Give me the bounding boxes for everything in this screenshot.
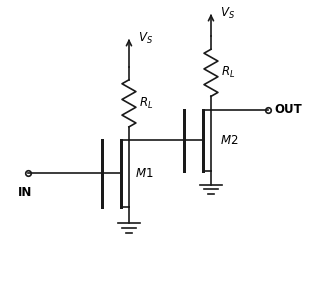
Text: $V_S$: $V_S$ <box>138 31 153 46</box>
Text: $R_L$: $R_L$ <box>139 96 154 111</box>
Text: $M1$: $M1$ <box>135 167 154 180</box>
Text: $M2$: $M2$ <box>221 134 239 147</box>
Text: $V_S$: $V_S$ <box>221 6 235 22</box>
Text: IN: IN <box>18 186 32 199</box>
Text: OUT: OUT <box>274 103 302 116</box>
Text: $R_L$: $R_L$ <box>221 65 236 80</box>
